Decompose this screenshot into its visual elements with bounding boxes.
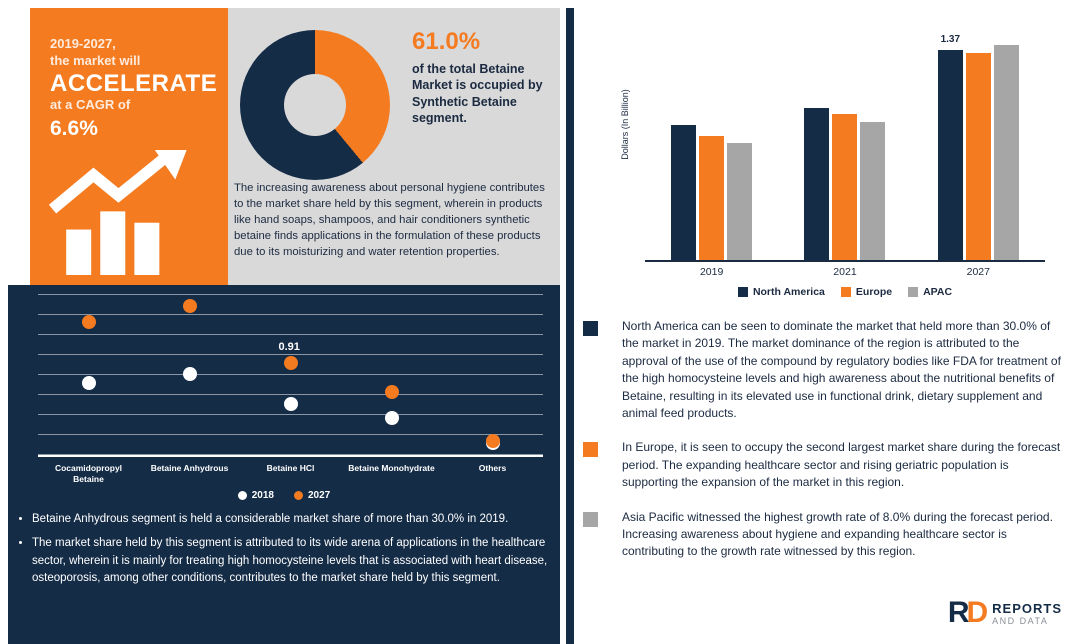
legend-square-swatch [840,287,851,297]
promo-period: 2019-2027, [50,36,116,51]
legend-label: 2027 [308,490,331,501]
promo-line2: the market will [50,52,141,68]
region-bullet-text: Asia Pacific witnessed the highest growt… [622,509,1053,559]
bar-north-america-2019 [671,125,697,260]
promo-cagr-label: at a CAGR of [50,97,131,113]
bar-group-2021 [804,30,886,260]
bar-legend-item-apac: APAC [908,286,952,298]
dot-chart-legend: 2018 2027 [8,490,560,501]
category-label: Betaine Monohydrate [348,463,435,473]
bar-legend-item-north-america: North America [737,286,825,298]
category-label: Betaine Anhydrous [150,463,229,473]
category-label: Betaine HCl [266,463,315,473]
bar-europe-2019 [699,135,725,260]
region-bullet-text: In Europe, it is seen to occupy the seco… [622,440,1061,490]
cagr-promo-panel: 2019-2027, the market will ACCELERATE at… [30,8,228,285]
segment-bullet: The market share held by this segment is… [32,535,560,587]
segment-bullet-list: Betaine Anhydrous segment is held a cons… [16,511,560,594]
logo-mark: RD [947,596,988,629]
regional-bar-chart: 1.37 [645,30,1045,262]
legend-square-swatch [737,287,748,297]
segment-stat-desc: of the total Betaine Market is occupied … [412,62,543,125]
synthetic-betaine-panel: 61.0% of the total Betaine Market is occ… [228,8,560,285]
reports-and-data-logo: RD REPORTS AND DATA [948,598,1062,628]
bar-chart-legend: North America Europe APAC [625,286,1065,298]
dot-2018-1 [182,367,197,381]
category-label: Cocamidopropyl Betaine [54,463,123,485]
bar-chart-y-axis-label: Dollars (In Billion) [620,89,630,160]
dot-2018-2 [283,397,298,412]
bar-group-2027: 1.37 [937,30,1019,260]
bar-x-label-2021: 2021 [833,266,857,278]
logo-name-top: REPORTS [992,600,1062,616]
dot-legend-item-2018: 2018 [237,490,274,501]
legend-label: APAC [923,286,953,298]
region-bullet-0: North America can be seen to dominate th… [583,318,1061,422]
dot-2027-3 [384,385,399,400]
region-bullet-1: In Europe, it is seen to occupy the seco… [583,439,1061,491]
logo-name-bottom: AND DATA [992,615,1049,626]
logo-mark-r: R [947,596,970,629]
region-bullet-marker [583,442,598,458]
dot-2027-2 [283,355,298,370]
segment-bullet: Betaine Anhydrous segment is held a cons… [32,511,560,528]
legend-label: 2018 [251,490,274,501]
bar-x-labels: 2019 2021 2027 [645,266,1045,278]
segment-stat: 61.0% of the total Betaine Market is occ… [412,28,554,126]
dot-2027-1 [182,299,197,314]
promo-cagr-value: 6.6% [50,117,98,141]
logo-text: REPORTS AND DATA [992,601,1062,626]
legend-square-swatch [908,287,919,297]
segment-share-panel: 0.91 Cocamidopropyl Betaine Betaine Anhy… [8,285,560,644]
region-bullet-2: Asia Pacific witnessed the highest growt… [583,509,1061,561]
bar-group-2019 [671,30,753,260]
bar-x-label-2019: 2019 [699,266,724,278]
dot-2018-3 [384,410,399,425]
donut-chart [240,30,390,180]
legend-dot-swatch [294,491,303,500]
legend-label: North America [752,286,825,298]
bar-value-label: 1.37 [940,33,961,45]
dot-2018-0 [81,376,96,391]
bar-north-america-2027: 1.37 [937,34,963,260]
bar-north-america-2021 [804,108,830,260]
legend-dot-swatch [237,491,247,500]
promo-accelerate: ACCELERATE [50,69,218,97]
segment-paragraph: The increasing awareness about personal … [234,182,545,259]
bar-europe-2027 [965,53,991,260]
bar-apac-2027 [993,45,1019,260]
bar-x-label-2027: 2027 [966,266,990,278]
bar-apac-2019 [727,143,753,260]
region-bullet-marker [583,321,598,336]
region-bullet-text: North America can be seen to dominate th… [622,319,1061,420]
segment-dot-chart-categories: Cocamidopropyl Betaine Betaine Anhydrous… [38,463,543,485]
bar-legend-item-europe: Europe [840,286,893,298]
category-label: Others [478,463,507,473]
segment-dot-chart-plot: 0.91 [38,293,543,457]
region-bullet-marker [583,511,598,527]
vertical-divider [566,8,574,644]
segment-stat-value: 61.0% [412,28,481,55]
logo-mark-d: D [966,596,988,629]
legend-label: Europe [855,286,893,298]
bar-apac-2021 [860,122,886,260]
region-bullets: North America can be seen to dominate th… [583,318,1061,578]
growth-arrow-icon [48,150,187,275]
donut-hole [284,74,346,136]
dot-value-label: 0.91 [278,340,300,353]
bar-europe-2021 [832,114,858,260]
dot-2027-4 [485,433,500,448]
dot-legend-item-2027: 2027 [294,490,330,501]
dot-2027-0 [81,315,96,330]
